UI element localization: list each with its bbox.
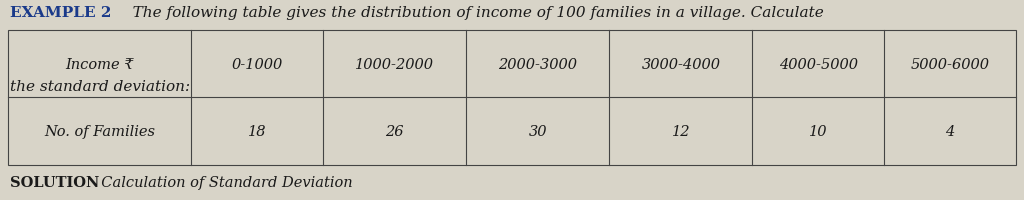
Text: 1000-2000: 1000-2000 <box>355 58 434 71</box>
Text: 12: 12 <box>672 125 690 138</box>
Text: 5000-6000: 5000-6000 <box>910 58 989 71</box>
Text: 10: 10 <box>809 125 827 138</box>
Text: The following table gives the distribution of income of 100 families in a villag: The following table gives the distributi… <box>118 6 823 20</box>
Text: Income ₹: Income ₹ <box>66 58 134 71</box>
Text: 0-1000: 0-1000 <box>231 58 283 71</box>
Bar <box>8 31 1016 165</box>
Text: No. of Families: No. of Families <box>44 125 156 138</box>
Text: 18: 18 <box>248 125 266 138</box>
Text: SOLUTION: SOLUTION <box>10 175 99 189</box>
Text: 4: 4 <box>945 125 954 138</box>
Text: 2000-3000: 2000-3000 <box>499 58 578 71</box>
Text: EXAMPLE 2: EXAMPLE 2 <box>10 6 112 20</box>
Text: 3000-4000: 3000-4000 <box>641 58 721 71</box>
Text: the standard deviation:: the standard deviation: <box>10 80 190 94</box>
Text: Calculation of Standard Deviation: Calculation of Standard Deviation <box>92 175 353 189</box>
Text: 26: 26 <box>385 125 403 138</box>
Text: 30: 30 <box>528 125 547 138</box>
Text: 4000-5000: 4000-5000 <box>779 58 858 71</box>
